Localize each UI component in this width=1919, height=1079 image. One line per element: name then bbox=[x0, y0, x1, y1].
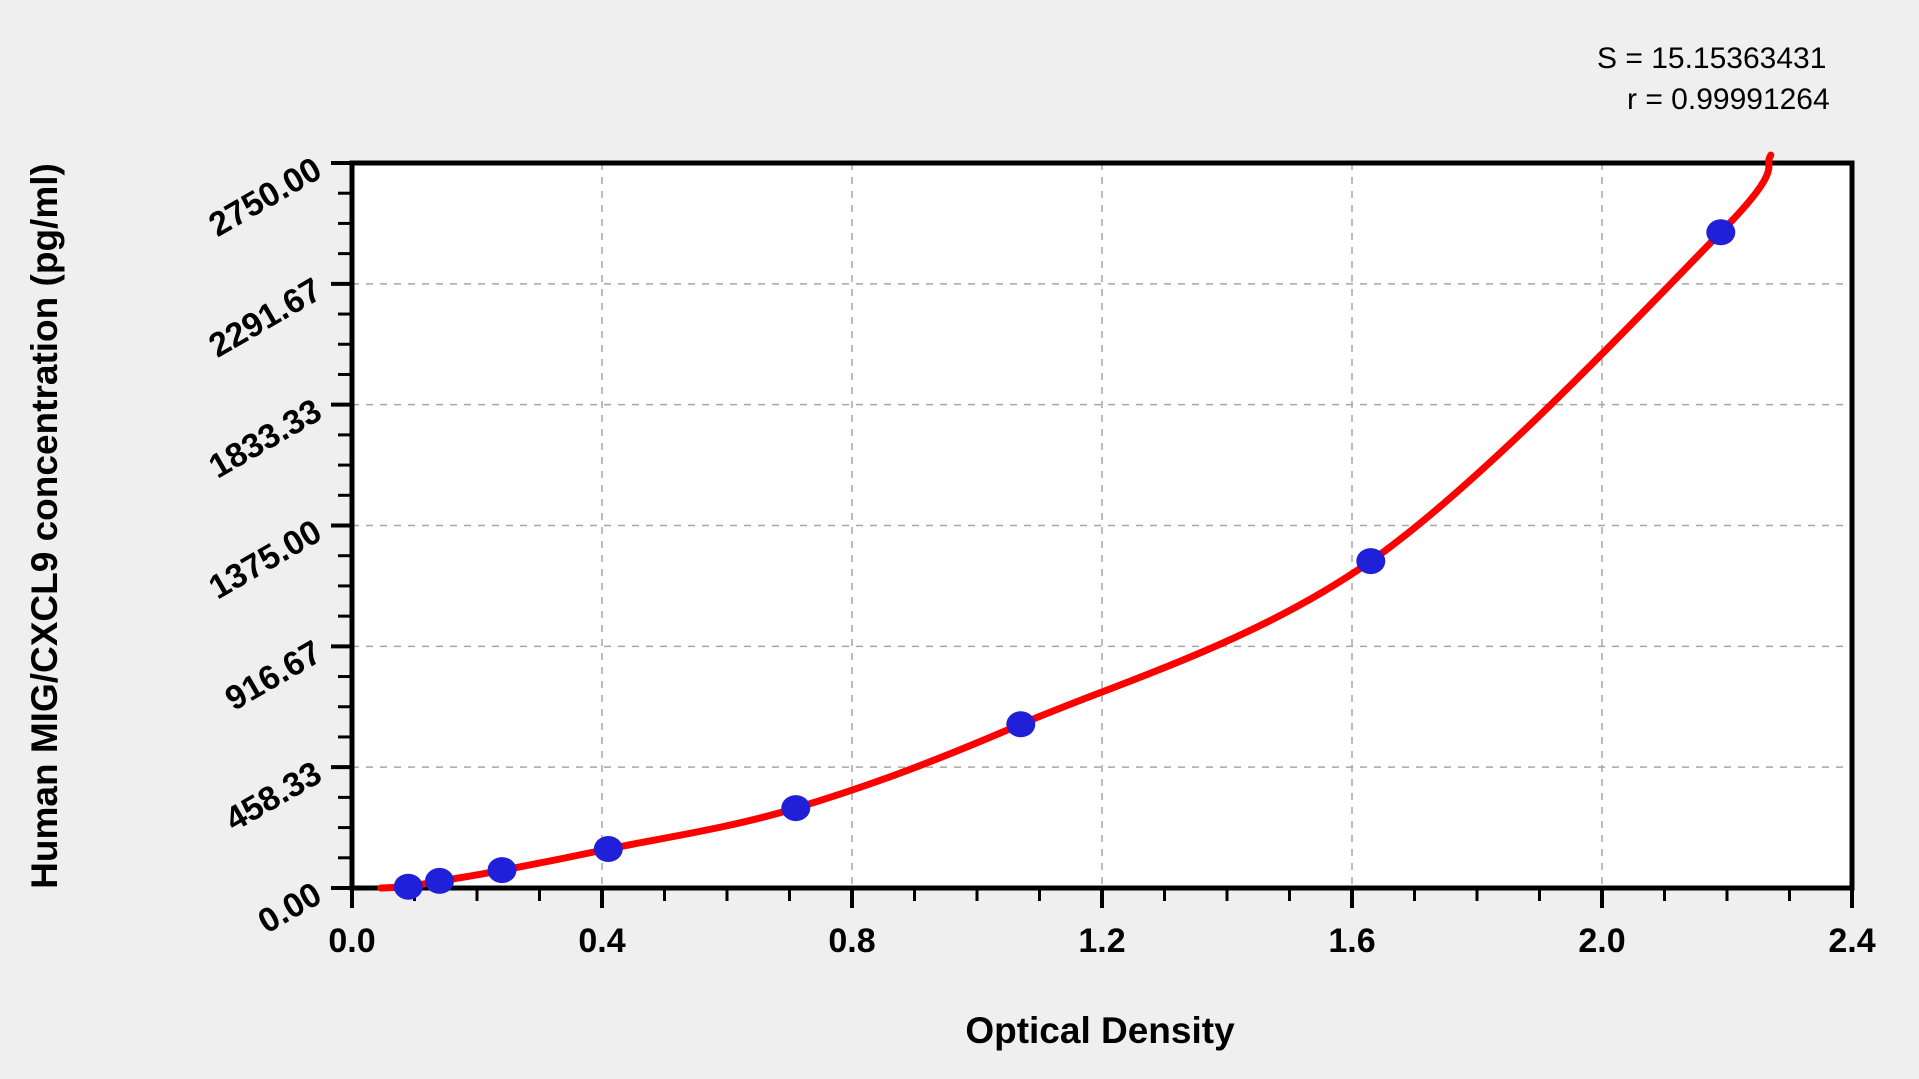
y-tick-label: 916.67 bbox=[219, 633, 328, 718]
y-tick-label: 2750.00 bbox=[203, 150, 328, 244]
data-point bbox=[393, 873, 423, 900]
y-tick-label: 1375.00 bbox=[203, 513, 328, 607]
y-tick-label: 0.00 bbox=[252, 875, 328, 941]
data-point bbox=[487, 857, 517, 884]
y-tick-label: 458.33 bbox=[219, 754, 328, 839]
y-tick-label: 1833.33 bbox=[203, 392, 328, 486]
x-axis-title: Optical Density bbox=[965, 1010, 1235, 1051]
data-point bbox=[593, 836, 623, 862]
x-tick-label: 0.8 bbox=[828, 922, 875, 960]
tick-layer bbox=[331, 161, 1854, 908]
x-tick-label: 0.4 bbox=[578, 922, 625, 960]
fit-parameter-s: S = 15.15363431 bbox=[1597, 42, 1826, 75]
data-point bbox=[425, 867, 454, 894]
x-tick-label: 1.6 bbox=[1328, 922, 1375, 960]
data-point bbox=[1006, 711, 1036, 738]
y-axis-title: Human MIG/CXCL9 concentration (pg/ml) bbox=[24, 163, 65, 889]
data-point bbox=[1706, 219, 1736, 246]
data-point bbox=[781, 795, 811, 822]
x-tick-label: 2.4 bbox=[1828, 922, 1875, 960]
x-tick-label: 0.0 bbox=[328, 922, 375, 960]
fit-parameter-r: r = 0.99991264 bbox=[1627, 83, 1830, 116]
plot-frame-layer bbox=[349, 160, 1855, 891]
y-tick-label: 2291.67 bbox=[203, 271, 328, 365]
point-layer bbox=[393, 219, 1736, 900]
plot-frame bbox=[349, 160, 1855, 891]
data-point bbox=[1356, 548, 1386, 575]
x-tick-label: 2.0 bbox=[1578, 922, 1625, 960]
x-tick-label: 1.2 bbox=[1078, 922, 1125, 960]
